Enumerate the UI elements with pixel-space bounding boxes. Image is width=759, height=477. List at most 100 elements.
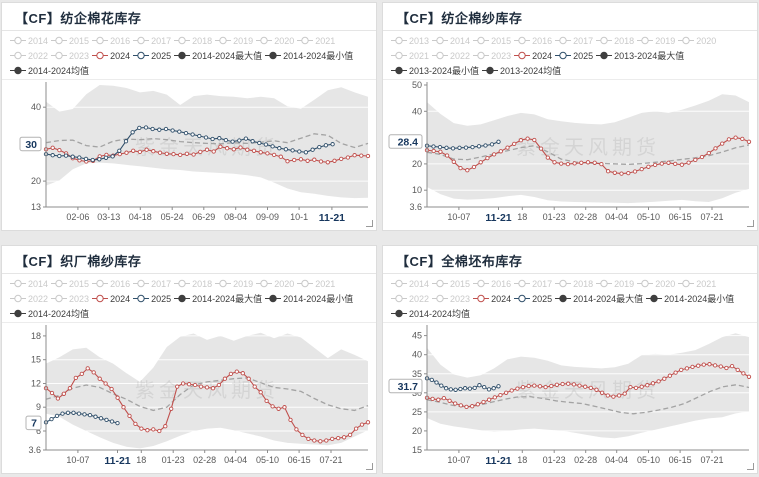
legend-item-2014-2024[interactable]: 2014-2024最小值 bbox=[265, 291, 353, 306]
legend-item-2021[interactable]: 2021 bbox=[391, 48, 429, 63]
legend-item-2021[interactable]: 2021 bbox=[297, 276, 335, 291]
legend-label: 2025 bbox=[532, 293, 553, 304]
legend-item-2021[interactable]: 2021 bbox=[678, 276, 716, 291]
legend-item-2014[interactable]: 2014 bbox=[391, 276, 429, 291]
legend-item-2014-2024[interactable]: 2014-2024最大值 bbox=[555, 291, 643, 306]
inactive-series-marker-icon bbox=[51, 294, 68, 303]
svg-text:10-07: 10-07 bbox=[66, 455, 89, 465]
legend-item-2025[interactable]: 2025 bbox=[133, 291, 171, 306]
svg-text:08-04: 08-04 bbox=[224, 212, 247, 222]
legend-item-2018[interactable]: 2018 bbox=[596, 33, 634, 48]
legend-label: 2020 bbox=[274, 35, 295, 46]
legend-item-2016[interactable]: 2016 bbox=[514, 33, 552, 48]
legend-item-2023[interactable]: 2023 bbox=[51, 291, 89, 306]
legend-label: 2017 bbox=[532, 278, 553, 289]
legend-label: 2025 bbox=[151, 293, 172, 304]
legend-item-2019[interactable]: 2019 bbox=[596, 276, 634, 291]
legend-item-2014-2024[interactable]: 2014-2024最大值 bbox=[174, 48, 262, 63]
legend-item-2021[interactable]: 2021 bbox=[297, 33, 335, 48]
legend-item-2014[interactable]: 2014 bbox=[10, 276, 48, 291]
legend-item-2024[interactable]: 2024 bbox=[473, 291, 511, 306]
dark-series-marker-icon bbox=[174, 51, 191, 60]
legend-item-2022[interactable]: 2022 bbox=[391, 291, 429, 306]
legend-item-2014-2024[interactable]: 2014-2024最小值 bbox=[265, 48, 353, 63]
svg-text:31.7: 31.7 bbox=[398, 381, 419, 393]
chart-canvas: 紫金天风期货 3.6 6 9 12 15 18 10-07 11-21 18 01-23 02-28 0… bbox=[2, 323, 376, 473]
legend-item-2016[interactable]: 2016 bbox=[473, 276, 511, 291]
svg-text:6: 6 bbox=[36, 426, 41, 436]
legend-item-2018[interactable]: 2018 bbox=[555, 276, 593, 291]
resize-handle-icon[interactable] bbox=[747, 220, 754, 227]
seasonal-line-chart: 紫金天风期货1520253035404510-0711-211801-2302-… bbox=[388, 325, 752, 467]
legend-item-2024[interactable]: 2024 bbox=[92, 291, 130, 306]
legend-item-2015[interactable]: 2015 bbox=[51, 33, 89, 48]
inactive-series-marker-icon bbox=[297, 279, 314, 288]
legend-item-2017[interactable]: 2017 bbox=[133, 276, 171, 291]
legend-item-2013[interactable]: 2013 bbox=[391, 33, 429, 48]
dark-series-marker-icon bbox=[555, 294, 572, 303]
legend-item-2018[interactable]: 2018 bbox=[174, 276, 212, 291]
legend-item-2022[interactable]: 2022 bbox=[10, 48, 48, 63]
resize-handle-icon[interactable] bbox=[366, 220, 373, 227]
legend-item-2025[interactable]: 2025 bbox=[555, 48, 593, 63]
legend-label: 2019 bbox=[233, 35, 254, 46]
legend-item-2024[interactable]: 2024 bbox=[514, 48, 552, 63]
legend-label: 2015 bbox=[450, 278, 471, 289]
legend-label: 2021 bbox=[315, 35, 336, 46]
legend-label: 2016 bbox=[491, 278, 512, 289]
legend-item-2015[interactable]: 2015 bbox=[432, 276, 470, 291]
svg-text:12: 12 bbox=[31, 379, 41, 389]
legend-item-2014-2024[interactable]: 2014-2024最大值 bbox=[174, 291, 262, 306]
legend-item-2013-2024[interactable]: 2013-2024最大值 bbox=[596, 48, 684, 63]
svg-text:9: 9 bbox=[36, 402, 41, 412]
legend-item-2014-2024[interactable]: 2014-2024均值 bbox=[10, 306, 89, 321]
legend-item-2024[interactable]: 2024 bbox=[92, 48, 130, 63]
legend-item-2016[interactable]: 2016 bbox=[92, 33, 130, 48]
legend-item-2015[interactable]: 2015 bbox=[51, 276, 89, 291]
legend-item-2014-2024[interactable]: 2014-2024均值 bbox=[10, 63, 89, 78]
panel-fangqi-miansha: 【CF】纺企棉纱库存 2013 2014 2015 2016 2017 2018 2019 2… bbox=[382, 2, 758, 231]
legend-item-2016[interactable]: 2016 bbox=[92, 276, 130, 291]
legend-item-2017[interactable]: 2017 bbox=[555, 33, 593, 48]
legend-item-2023[interactable]: 2023 bbox=[473, 48, 511, 63]
svg-text:25: 25 bbox=[412, 407, 422, 417]
legend-item-2017[interactable]: 2017 bbox=[133, 33, 171, 48]
resize-handle-icon[interactable] bbox=[366, 463, 373, 470]
legend-item-2023[interactable]: 2023 bbox=[432, 291, 470, 306]
legend-item-2022[interactable]: 2022 bbox=[432, 48, 470, 63]
legend-item-2019[interactable]: 2019 bbox=[215, 33, 253, 48]
legend-item-2025[interactable]: 2025 bbox=[514, 291, 552, 306]
legend-item-2019[interactable]: 2019 bbox=[215, 276, 253, 291]
legend-item-2014[interactable]: 2014 bbox=[10, 33, 48, 48]
legend-item-2014-2024[interactable]: 2014-2024最小值 bbox=[646, 291, 734, 306]
inactive-series-marker-icon bbox=[391, 294, 407, 303]
legend-item-2025[interactable]: 2025 bbox=[133, 48, 171, 63]
page-title: 【CF】纺企棉纱库存 bbox=[383, 3, 757, 31]
page-title: 【CF】纺企棉花库存 bbox=[2, 3, 376, 31]
legend-label: 2019 bbox=[655, 35, 676, 46]
svg-text:06-15: 06-15 bbox=[288, 455, 311, 465]
legend-item-2020[interactable]: 2020 bbox=[256, 33, 294, 48]
legend-item-2013-2024[interactable]: 2013-2024最小值 bbox=[391, 63, 479, 78]
legend-label: 2014-2024均值 bbox=[28, 66, 90, 76]
legend-item-2022[interactable]: 2022 bbox=[10, 291, 48, 306]
legend-item-2017[interactable]: 2017 bbox=[514, 276, 552, 291]
legend-item-2014-2024[interactable]: 2014-2024均值 bbox=[391, 306, 470, 321]
svg-text:13: 13 bbox=[31, 202, 41, 212]
legend-item-2019[interactable]: 2019 bbox=[637, 33, 675, 48]
legend-item-2020[interactable]: 2020 bbox=[637, 276, 675, 291]
inactive-series-marker-icon bbox=[473, 279, 490, 288]
legend-item-2013-2024[interactable]: 2013-2024均值 bbox=[482, 63, 561, 78]
legend-item-2014[interactable]: 2014 bbox=[432, 33, 470, 48]
resize-handle-icon[interactable] bbox=[747, 463, 754, 470]
svg-text:18: 18 bbox=[517, 212, 527, 222]
legend-label: 2014 bbox=[28, 278, 49, 289]
legend-item-2015[interactable]: 2015 bbox=[473, 33, 511, 48]
legend-item-2023[interactable]: 2023 bbox=[51, 48, 89, 63]
legend-item-2020[interactable]: 2020 bbox=[678, 33, 716, 48]
legend: 2014 2015 2016 2017 2018 2019 2020 2021 2022 2023… bbox=[383, 274, 757, 323]
inactive-series-marker-icon bbox=[432, 279, 449, 288]
seasonal-line-chart: 紫金天风期货 3.6 6 9 12 15 18 10-07 11-21 18 01-23 02-28 0… bbox=[25, 325, 371, 467]
legend-item-2020[interactable]: 2020 bbox=[256, 276, 294, 291]
legend-item-2018[interactable]: 2018 bbox=[174, 33, 212, 48]
